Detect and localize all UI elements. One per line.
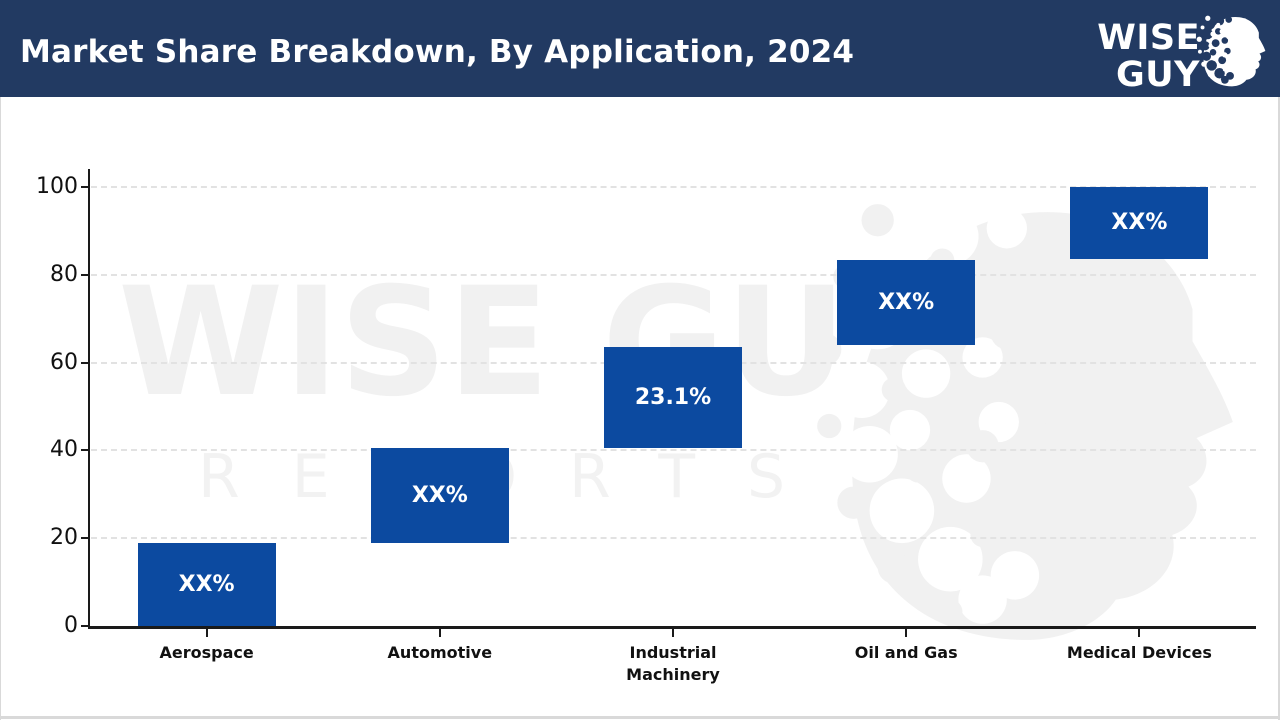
dotted-head-logo-icon	[1196, 10, 1268, 92]
left-border	[0, 97, 1, 720]
bar-value-label: XX%	[411, 482, 468, 508]
bar-value-label: 23.1%	[634, 384, 712, 410]
bar-segment: XX%	[837, 260, 976, 346]
x-tick-mark	[905, 629, 908, 637]
brand-logo-text: WISE GUY REPORTS	[1022, 20, 1200, 112]
x-tick-mark	[672, 629, 674, 637]
bar-segment: XX%	[137, 542, 276, 626]
y-gridline	[91, 186, 1256, 188]
x-category-label: Aerospace	[159, 643, 254, 662]
header-bar: Market Share Breakdown, By Application, …	[0, 0, 1280, 112]
x-category-label: Medical Devices	[1066, 643, 1212, 662]
y-tick-mark	[81, 361, 90, 364]
bar-value-label: XX%	[178, 571, 235, 597]
x-category-label: Oil and Gas	[854, 643, 958, 662]
brand-logo: WISE GUY REPORTS	[1022, 6, 1266, 112]
bar-segment: XX%	[1070, 187, 1209, 259]
right-border	[1278, 97, 1280, 720]
y-tick-mark	[81, 186, 90, 188]
y-tick-label: 60	[50, 349, 78, 375]
x-category-label: Industrial Machinery	[626, 643, 720, 684]
y-axis-line	[88, 169, 90, 628]
waterfall-chart: 0 20 40 60 80 100 XX% Aerospace XX% Automotive 23.…	[0, 97, 1280, 720]
bottom-border	[0, 716, 1280, 719]
y-tick-label: 20	[50, 524, 78, 550]
x-axis-line	[88, 626, 1256, 629]
y-tick-mark	[81, 273, 90, 276]
y-tick-label: 80	[50, 261, 78, 287]
bar-value-label: XX%	[878, 290, 935, 316]
bar-value-label: XX%	[1111, 210, 1168, 236]
brand-subname: REPORTS	[1056, 96, 1208, 112]
x-tick-mark	[1138, 629, 1141, 637]
brand-name: WISE GUY	[1097, 18, 1200, 95]
y-tick-mark	[81, 625, 90, 627]
page-title: Market Share Breakdown, By Application, …	[20, 33, 855, 70]
bar-segment: 23.1%	[604, 346, 742, 449]
bar-segment: XX%	[370, 448, 509, 543]
x-tick-mark	[205, 629, 208, 637]
y-gridline	[91, 449, 1256, 452]
y-tick-mark	[81, 537, 90, 540]
y-tick-label: 100	[36, 173, 78, 199]
y-tick-mark	[81, 449, 90, 452]
y-gridline	[91, 273, 1256, 276]
x-category-label: Automotive	[387, 643, 493, 662]
x-tick-mark	[438, 629, 441, 637]
y-gridline	[91, 537, 1256, 540]
y-tick-label: 0	[64, 612, 78, 638]
y-tick-label: 40	[50, 437, 78, 463]
